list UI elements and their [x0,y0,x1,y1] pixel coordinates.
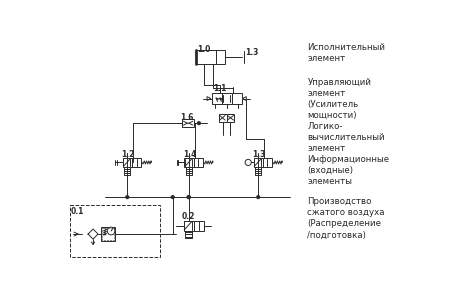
Text: 1.0: 1.0 [197,45,211,54]
Polygon shape [207,97,211,101]
Bar [254,158,263,167]
Circle shape [245,159,251,165]
Bar [255,167,261,175]
Text: 1.1: 1.1 [213,84,226,93]
Bar [132,158,141,167]
Bar [231,93,242,104]
Bar [263,158,272,167]
Text: 1.4: 1.4 [183,150,196,159]
Bar [222,93,231,104]
Polygon shape [242,97,246,101]
Bar [196,50,225,64]
Bar [183,221,194,231]
Text: Исполнительный
элемент: Исполнительный элемент [307,43,385,63]
Circle shape [171,196,174,199]
Bar [194,158,203,167]
Bar [194,221,204,231]
Circle shape [257,196,260,199]
Text: 1.3: 1.3 [252,150,266,159]
Bar [219,114,227,122]
Bar [227,114,234,122]
Bar [102,228,114,240]
Circle shape [107,227,115,235]
Circle shape [187,196,190,199]
Text: Управляющий
элемент
(Усилитель
мощности)
Логико-
вычислительный
элемент: Управляющий элемент (Усилитель мощности)… [307,78,385,153]
Bar [101,227,115,241]
Bar [70,205,160,257]
Bar [124,167,130,175]
Text: Производство
сжатого воздуха
(Распределение
/подготовка): Производство сжатого воздуха (Распределе… [307,197,385,240]
Text: 1.3: 1.3 [245,48,259,57]
Text: 1.2: 1.2 [121,150,135,159]
Text: 0.2: 0.2 [181,212,195,221]
Bar [123,158,132,167]
Circle shape [126,196,129,199]
Text: 1.6: 1.6 [180,113,194,122]
Text: Информационные
(входные)
элементы: Информационные (входные) элементы [307,155,390,186]
Circle shape [188,196,190,199]
Bar [182,119,194,127]
Circle shape [197,122,200,124]
Bar [212,93,222,104]
Bar [185,231,192,238]
Bar [184,158,194,167]
Bar [186,167,192,175]
Text: 0.1: 0.1 [71,207,84,216]
